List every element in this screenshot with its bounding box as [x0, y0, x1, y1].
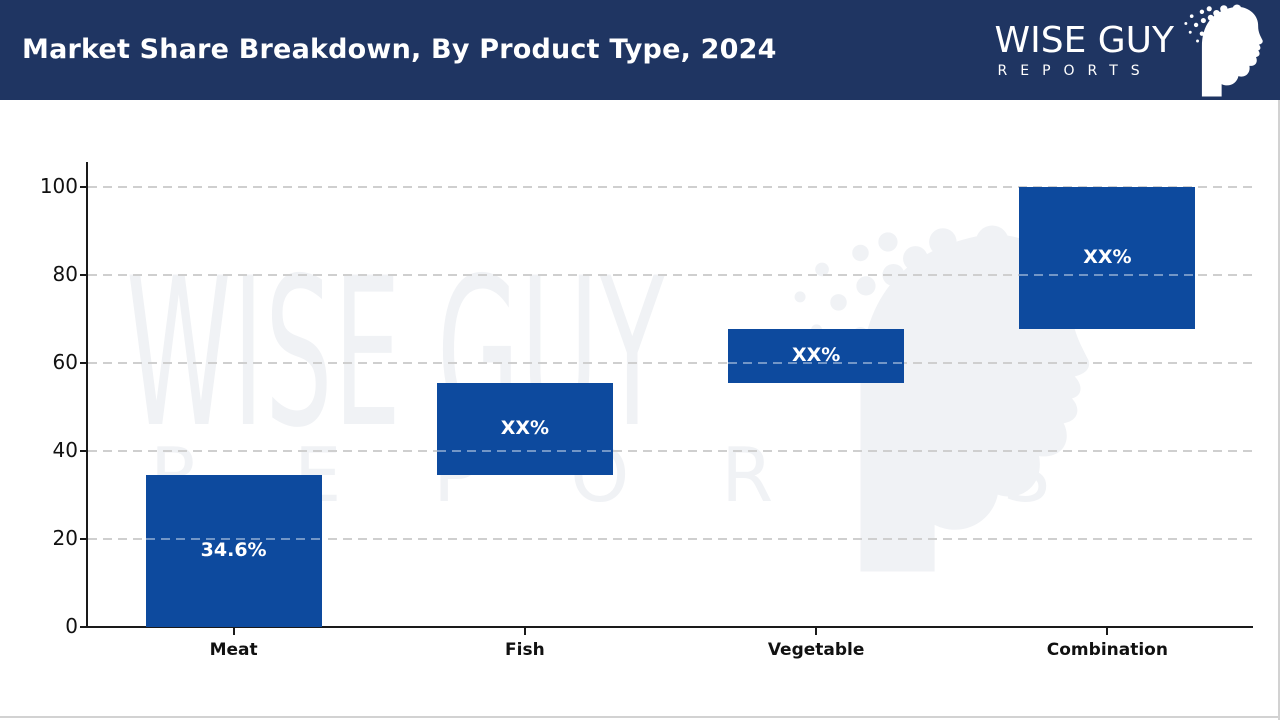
page-title: Market Share Breakdown, By Product Type,… — [22, 33, 777, 65]
y-tick-mark — [80, 450, 87, 452]
x-tick-label: Fish — [505, 640, 545, 660]
y-tick-mark — [80, 362, 87, 364]
bar-value-label: XX% — [791, 344, 841, 367]
y-tick-label: 40 — [52, 438, 78, 462]
grid-line-over-bar — [436, 449, 613, 452]
x-tick-label: Combination — [1046, 640, 1168, 660]
x-tick-label: Meat — [209, 640, 258, 660]
bar-combination: XX% — [1019, 187, 1196, 330]
grid-line — [88, 450, 1253, 452]
page-right-border — [1278, 100, 1280, 720]
x-tick-label: Vegetable — [767, 640, 865, 660]
bar-meat: 34.6% — [145, 474, 322, 627]
x-tick-mark — [232, 628, 235, 635]
bar-fish: XX% — [436, 382, 613, 475]
bar-value-label: XX% — [1083, 246, 1132, 269]
logo-subtitle: REPORTS — [997, 62, 1153, 79]
grid-line — [88, 186, 1253, 188]
bar-value-label: XX% — [500, 416, 550, 439]
bar-value-label: 34.6% — [200, 538, 267, 561]
header-band: Market Share Breakdown, By Product Type,… — [0, 0, 1280, 100]
bar-vegetable: XX% — [728, 329, 905, 383]
logo-text: WISE GUY REPORTS — [994, 19, 1175, 79]
y-axis-line — [86, 162, 88, 628]
y-tick-mark — [80, 626, 87, 628]
y-tick-label: 0 — [65, 614, 78, 638]
x-tick-mark — [523, 628, 526, 635]
y-tick-label: 80 — [52, 262, 78, 286]
x-tick-mark — [1106, 628, 1109, 635]
logo-wordmark: WISE GUY — [994, 19, 1175, 61]
y-tick-label: 20 — [52, 526, 78, 550]
page-bottom-border — [0, 716, 1280, 718]
grid-line — [88, 362, 1253, 364]
y-tick-mark — [80, 186, 87, 188]
grid-line-over-bar — [145, 537, 322, 540]
y-tick-label: 100 — [39, 174, 78, 198]
grid-line — [88, 274, 1253, 276]
y-tick-label: 60 — [52, 350, 78, 374]
y-tick-mark — [80, 538, 87, 540]
x-axis-line — [86, 626, 1253, 628]
grid-line-over-bar — [1019, 274, 1196, 276]
grid-line-over-bar — [728, 361, 905, 364]
y-tick-mark — [80, 274, 87, 276]
grid-line — [88, 538, 1253, 540]
x-tick-mark — [815, 628, 818, 635]
wise-guy-reports-logo: WISE GUY REPORTS — [995, 3, 1265, 98]
